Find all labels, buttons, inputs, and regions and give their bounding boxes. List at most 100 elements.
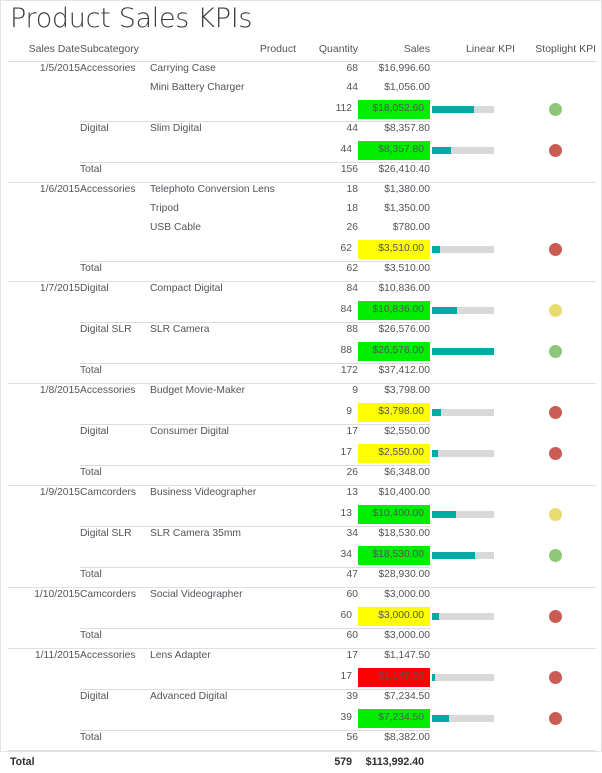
cell-linear-kpi [430,425,515,444]
cell-linear-kpi [430,505,515,526]
cell-sales-date: 1/9/2015 [8,486,80,505]
cell-stoplight-kpi [515,163,596,182]
stoplight-indicator-red [549,712,562,725]
cell-sales-highlighted: $10,836.00 [358,301,430,322]
cell-sales: $780.00 [358,221,430,240]
cell-stoplight-kpi [515,221,596,240]
cell-sales: $3,000.00 [358,588,430,607]
cell-quantity: 44 [296,141,358,162]
linear-kpi-track [432,674,494,681]
linear-kpi-track [432,409,494,416]
cell-subcategory [80,342,150,363]
cell-quantity: 44 [296,81,358,100]
linear-kpi-fill [432,246,440,253]
cell-sales-date [8,342,80,363]
cell-stoplight-kpi [515,668,596,689]
cell-linear-kpi [430,384,515,403]
quantity-value: 9 [296,403,358,422]
stoplight-indicator-red [549,610,562,623]
cell-product [150,709,296,730]
cell-stoplight-kpi [515,568,596,587]
cell-linear-kpi [430,122,515,141]
cell-quantity: 44 [296,122,358,141]
cell-linear-kpi [430,240,515,261]
cell-stoplight-kpi [515,505,596,526]
stoplight-indicator-red [549,144,562,157]
cell-subcategory [80,444,150,465]
cell-total-label: Total [80,731,150,750]
column-header-sales-date[interactable]: Sales Date [8,42,80,62]
cell-product [150,240,296,261]
column-header-product[interactable]: Product [150,42,296,62]
cell-sales-date [8,323,80,342]
cell-quantity: 18 [296,202,358,221]
quantity-value: 88 [296,342,358,361]
cell-subcategory [80,240,150,261]
cell-product: Consumer Digital [150,425,296,444]
linear-kpi-fill [432,450,438,457]
cell-product [150,568,296,587]
linear-kpi-track [432,147,494,154]
quantity-value: 60 [296,607,358,626]
cell-sales-date [8,202,80,221]
cell-product: Mini Battery Charger [150,81,296,100]
column-header-subcategory[interactable]: Subcategory [80,42,150,62]
sales-highlight-green: $26,576.00 [358,342,430,361]
subgroup-summary-row: 39$7,234.50 [8,709,596,730]
cell-sales-date: 1/7/2015 [8,282,80,301]
cell-product: Business Videographer [150,486,296,505]
stoplight-indicator-yellow [549,304,562,317]
cell-product [150,629,296,648]
column-header-sales[interactable]: Sales [358,42,430,62]
cell-product: Lens Adapter [150,649,296,668]
column-header-stoplight-kpi[interactable]: Stoplight KPI [515,42,596,62]
cell-linear-kpi [430,163,515,182]
linear-kpi-track [432,348,494,355]
linear-kpi-track [432,511,494,518]
cell-linear-kpi [430,607,515,628]
cell-total-quantity: 56 [296,731,358,750]
linear-kpi-fill [432,409,441,416]
cell-linear-kpi [430,546,515,567]
cell-quantity: 17 [296,425,358,444]
subgroup-summary-row: 112$18,052.60 [8,100,596,121]
cell-stoplight-kpi [515,301,596,322]
cell-product: Advanced Digital [150,690,296,709]
cell-quantity: 84 [296,301,358,322]
cell-stoplight-kpi [515,384,596,403]
column-header-linear-kpi[interactable]: Linear KPI [430,42,515,62]
cell-sales-date [8,141,80,162]
cell-linear-kpi [430,568,515,587]
cell-total-quantity: 172 [296,364,358,383]
subgroup-summary-row: 44$8,357.80 [8,141,596,162]
cell-product [150,607,296,628]
cell-sales: $1,380.00 [358,183,430,202]
cell-total-label: Total [80,163,150,182]
cell-stoplight-kpi [515,122,596,141]
cell-stoplight-kpi [515,364,596,383]
sales-highlight-yellow: $3,798.00 [358,403,430,422]
column-header-quantity[interactable]: Quantity [296,42,358,62]
cell-stoplight-kpi [515,202,596,221]
cell-linear-kpi [430,649,515,668]
cell-linear-kpi [430,466,515,485]
cell-grand-total-quantity: 579 [296,751,358,773]
cell-subcategory [80,505,150,526]
cell-sales-highlighted: $3,798.00 [358,403,430,424]
cell-sales-date [8,221,80,240]
cell-sales: $1,147.50 [358,649,430,668]
quantity-value: 39 [296,709,358,728]
cell-total-quantity: 62 [296,262,358,281]
linear-kpi-fill [432,147,451,154]
linear-kpi-track [432,613,494,620]
cell-sales-date [8,444,80,465]
cell-total-label: Total [80,262,150,281]
cell-sales: $7,234.50 [358,690,430,709]
cell-stoplight-kpi [515,240,596,261]
cell-stoplight-kpi [515,403,596,424]
cell-subcategory: Digital SLR [80,323,150,342]
cell-sales-highlighted: $3,000.00 [358,607,430,628]
